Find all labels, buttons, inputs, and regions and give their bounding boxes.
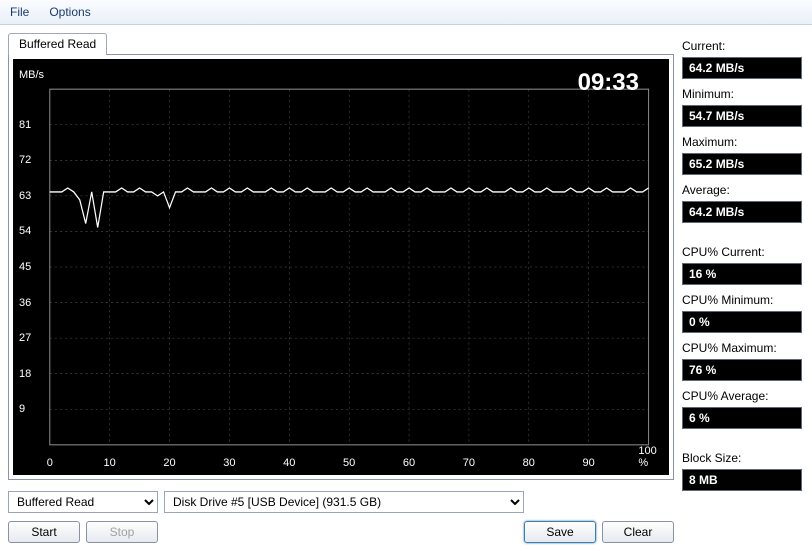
controls: Buffered Read Disk Drive #5 [USB Device]… xyxy=(8,491,674,543)
x-tick-label: 20 xyxy=(163,457,175,469)
x-tick-label: 0 xyxy=(47,457,53,469)
mode-select[interactable]: Buffered Read xyxy=(8,491,158,513)
label-cpu-current: CPU% Current: xyxy=(682,245,802,259)
drive-select[interactable]: Disk Drive #5 [USB Device] (931.5 GB) xyxy=(164,491,524,513)
label-maximum: Maximum: xyxy=(682,135,802,149)
elapsed-timer: 09:33 xyxy=(578,69,639,97)
label-current: Current: xyxy=(682,39,802,53)
value-cpu-average: 6 % xyxy=(682,407,802,429)
value-cpu-minimum: 0 % xyxy=(682,311,802,333)
clear-button[interactable]: Clear xyxy=(602,521,674,543)
save-button[interactable]: Save xyxy=(524,521,596,543)
stop-button[interactable]: Stop xyxy=(86,521,158,543)
label-cpu-minimum: CPU% Minimum: xyxy=(682,293,802,307)
label-block-size: Block Size: xyxy=(682,451,802,465)
chart-svg xyxy=(13,59,669,475)
stats-pane: Current: 64.2 MB/s Minimum: 54.7 MB/s Ma… xyxy=(682,25,812,551)
label-cpu-average: CPU% Average: xyxy=(682,389,802,403)
start-button[interactable]: Start xyxy=(8,521,80,543)
value-cpu-maximum: 76 % xyxy=(682,359,802,381)
label-average: Average: xyxy=(682,183,802,197)
tab-strip: Buffered Read xyxy=(8,33,674,55)
x-tick-label: 90 xyxy=(583,457,595,469)
x-tick-label: 80 xyxy=(523,457,535,469)
x-tick-label: 30 xyxy=(223,457,235,469)
value-current: 64.2 MB/s xyxy=(682,57,802,79)
y-tick-label: 63 xyxy=(19,190,31,202)
x-tick-label: 60 xyxy=(403,457,415,469)
y-tick-label: 45 xyxy=(19,261,31,273)
value-minimum: 54.7 MB/s xyxy=(682,105,802,127)
menubar: File Options xyxy=(0,0,812,25)
x-tick-label: 100 % xyxy=(638,445,658,469)
y-tick-label: 18 xyxy=(19,368,31,380)
x-tick-label: 40 xyxy=(283,457,295,469)
tab-buffered-read[interactable]: Buffered Read xyxy=(8,33,107,55)
x-tick-label: 50 xyxy=(343,457,355,469)
y-tick-label: 54 xyxy=(19,225,31,237)
label-cpu-maximum: CPU% Maximum: xyxy=(682,341,802,355)
y-tick-label: 81 xyxy=(19,119,31,131)
value-maximum: 65.2 MB/s xyxy=(682,153,802,175)
y-tick-label: 72 xyxy=(19,154,31,166)
chart-frame: 09:33 MB/s 9 18 27 36 45 54 63 72 81 0 10 20 30 40 50 60… xyxy=(8,54,674,480)
y-axis-unit: MB/s xyxy=(19,69,44,81)
left-pane: Buffered Read 09:33 MB/s 9 18 27 36 45 54 63 72 8… xyxy=(0,25,682,551)
value-average: 64.2 MB/s xyxy=(682,201,802,223)
menu-file[interactable]: File xyxy=(6,3,33,21)
y-tick-label: 36 xyxy=(19,297,31,309)
x-tick-label: 10 xyxy=(104,457,116,469)
y-tick-label: 9 xyxy=(19,403,25,415)
app-window: File Options Buffered Read 09:33 MB/s 9 18… xyxy=(0,0,812,551)
main-area: Buffered Read 09:33 MB/s 9 18 27 36 45 54 63 72 8… xyxy=(0,25,812,551)
value-block-size: 8 MB xyxy=(682,469,802,491)
label-minimum: Minimum: xyxy=(682,87,802,101)
value-cpu-current: 16 % xyxy=(682,263,802,285)
y-tick-label: 27 xyxy=(19,332,31,344)
chart-area: 09:33 MB/s 9 18 27 36 45 54 63 72 81 0 10 20 30 40 50 60… xyxy=(13,59,669,475)
x-tick-label: 70 xyxy=(463,457,475,469)
menu-options[interactable]: Options xyxy=(45,3,94,21)
